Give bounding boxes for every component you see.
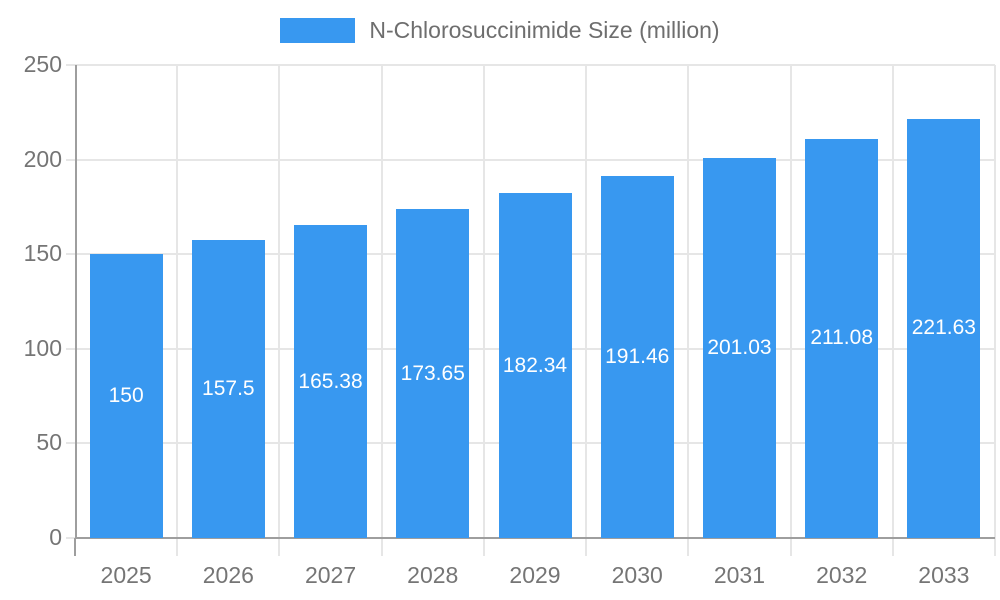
x-tick: [687, 538, 690, 556]
y-tick: [66, 158, 75, 161]
bar[interactable]: [191, 240, 265, 538]
x-tick: [278, 538, 281, 556]
y-tick-label: 200: [23, 145, 62, 172]
x-tick: [789, 538, 792, 556]
y-tick-label: 0: [49, 523, 62, 550]
bar[interactable]: [498, 193, 572, 538]
y-tick-label: 100: [23, 334, 62, 361]
x-tick-label: 2026: [202, 562, 254, 588]
v-gridline: [994, 65, 996, 538]
x-tick-label: 2030: [611, 562, 663, 588]
x-tick-label: 2033: [918, 562, 970, 588]
x-tick-label: 2028: [407, 562, 459, 588]
x-axis-line: [75, 537, 995, 539]
x-tick: [891, 538, 894, 556]
x-tick-label: 2031: [713, 562, 766, 588]
plot-area: 0 50 100 150 200 250 150 2025 157.5 2026 165.38 202…: [24, 51, 996, 588]
x-tick-label: 2027: [304, 562, 357, 588]
v-gridline: [278, 65, 281, 538]
y-tick: [66, 442, 75, 445]
x-tick: [380, 538, 383, 556]
bar[interactable]: [805, 138, 879, 538]
y-tick-label: 50: [36, 429, 62, 456]
v-gridline: [891, 65, 894, 538]
v-gridline: [482, 65, 485, 538]
y-tick: [66, 64, 75, 66]
legend[interactable]: N-Chlorosuccinimide Size (million): [0, 18, 1000, 43]
x-tick: [585, 538, 588, 556]
bar[interactable]: [907, 118, 981, 538]
bar[interactable]: [702, 157, 776, 538]
y-tick: [66, 537, 75, 539]
y-tick: [66, 347, 75, 350]
bar[interactable]: [396, 209, 470, 538]
x-tick: [482, 538, 485, 556]
bar[interactable]: [294, 225, 368, 538]
v-gridline: [380, 65, 383, 538]
y-tick-label: 250: [23, 50, 62, 77]
h-gridline: [75, 158, 995, 161]
y-tick-label: 150: [23, 240, 62, 267]
legend-swatch: [280, 18, 356, 43]
x-tick: [994, 538, 996, 556]
v-gridline: [789, 65, 792, 538]
x-tick-label: 2025: [100, 562, 152, 588]
bar[interactable]: [89, 254, 163, 538]
v-gridline: [585, 65, 588, 538]
x-tick: [176, 538, 179, 556]
x-tick-label: 2032: [816, 562, 868, 588]
v-gridline: [176, 65, 179, 538]
h-gridline: [75, 64, 995, 66]
x-tick: [74, 538, 76, 556]
v-gridline: [687, 65, 690, 538]
y-tick: [66, 253, 75, 256]
y-axis-line: [75, 65, 77, 538]
x-tick-label: 2029: [509, 562, 561, 588]
bar[interactable]: [600, 175, 674, 538]
legend-label: N-Chlorosuccinimide Size (million): [369, 17, 720, 43]
